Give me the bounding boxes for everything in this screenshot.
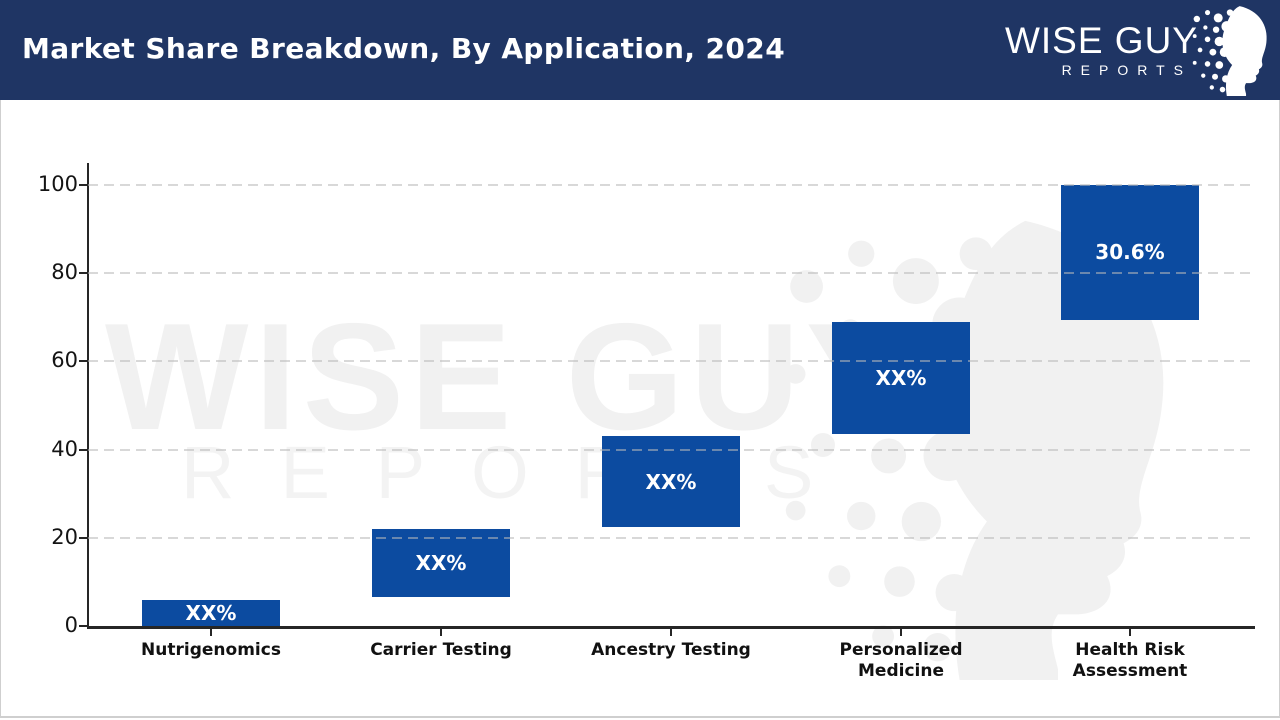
bar-value-label: 30.6% <box>1095 240 1165 265</box>
x-axis-category-label: Nutrigenomics <box>141 640 281 660</box>
gridline <box>88 536 1255 539</box>
gridline <box>88 360 1255 363</box>
bar-value-label: XX% <box>415 551 467 576</box>
x-axis-tick-mark <box>210 629 212 636</box>
brand-logo: WISE GUY REPORTS <box>1005 0 1270 100</box>
bar-segment: 30.6% <box>1061 185 1199 320</box>
bar-value-label: XX% <box>875 365 927 390</box>
y-axis-tick-label: 60 <box>51 348 78 373</box>
bar-value-label: XX% <box>185 600 237 625</box>
bar-segment: XX% <box>832 321 970 435</box>
page-title: Market Share Breakdown, By Application, … <box>22 32 786 66</box>
header-banner: Market Share Breakdown, By Application, … <box>0 0 1280 100</box>
watermark-wordmark: WISE GUY <box>105 292 914 462</box>
y-axis-tick-mark <box>79 536 87 539</box>
y-axis-tick-label: 40 <box>51 436 78 461</box>
y-axis-tick-label: 100 <box>37 172 78 196</box>
x-axis-category-label: Ancestry Testing <box>591 640 751 660</box>
x-axis-tick-mark <box>900 629 902 636</box>
x-axis-category-label: Health Risk Assessment <box>1072 640 1188 682</box>
y-axis-tick-label: 0 <box>64 613 78 637</box>
bar-segment: XX% <box>372 528 510 598</box>
x-axis-tick-mark <box>670 629 672 636</box>
y-axis-tick-mark <box>79 448 87 451</box>
bar-segment: XX% <box>602 436 740 527</box>
x-axis-tick-mark <box>1129 629 1131 636</box>
gridline <box>88 272 1255 275</box>
y-axis-line <box>87 162 89 628</box>
y-axis-tick-mark <box>79 184 87 186</box>
bar-value-label: XX% <box>645 469 697 494</box>
x-axis-category-label: Carrier Testing <box>370 640 512 660</box>
x-axis-category-label: Personalized Medicine <box>839 640 963 682</box>
y-axis-tick-label: 20 <box>51 524 78 549</box>
bar-segment: XX% <box>142 599 280 626</box>
y-axis-tick-label: 80 <box>51 260 78 285</box>
y-axis-tick-mark <box>79 360 87 363</box>
gridline <box>88 448 1255 451</box>
y-axis-tick-mark <box>79 625 87 627</box>
x-axis-tick-mark <box>440 629 442 636</box>
x-axis-line <box>87 626 1255 629</box>
logo-wordmark: WISE GUY <box>1004 20 1198 61</box>
logo-face-icon <box>1192 6 1267 96</box>
y-axis-tick-mark <box>79 272 87 275</box>
gridline <box>88 184 1255 186</box>
logo-subtext: REPORTS <box>1061 62 1192 78</box>
